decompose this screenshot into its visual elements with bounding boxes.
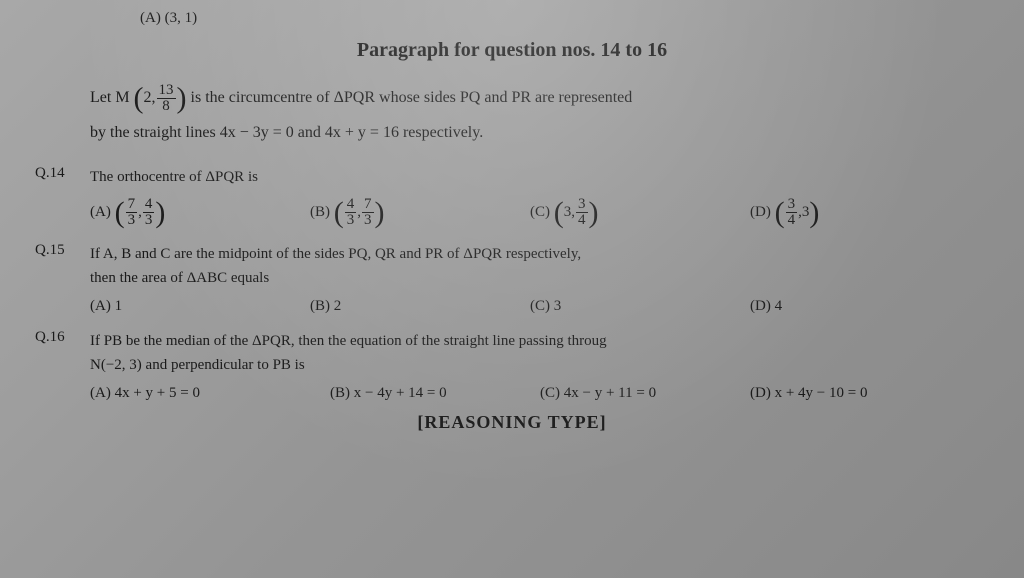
q14-a-label: (A) bbox=[90, 204, 111, 221]
m-y-frac: 138 bbox=[157, 83, 176, 114]
q16-options: (A) 4x + y + 5 = 0 (B) x − 4y + 14 = 0 (… bbox=[90, 385, 994, 402]
q14-a-y: 43 bbox=[143, 197, 155, 228]
den: 3 bbox=[345, 213, 357, 228]
paren-open: ( bbox=[134, 81, 144, 114]
q15-num: Q.15 bbox=[35, 242, 90, 290]
intro-circumcentre: is the circumcentre of ΔPQR whose sides … bbox=[191, 89, 633, 106]
q16-text: If PB be the median of the ΔPQR, then th… bbox=[90, 329, 994, 377]
q16-option-b: (B) x − 4y + 14 = 0 bbox=[330, 385, 540, 402]
q14-b-x: 43 bbox=[345, 197, 357, 228]
intro-line2: by the straight lines 4x − 3y = 0 and 4x… bbox=[90, 124, 483, 141]
q14-d-x: 34 bbox=[786, 197, 798, 228]
q16-option-c: (C) 4x − y + 11 = 0 bbox=[540, 385, 750, 402]
q14-c-y: 34 bbox=[576, 197, 588, 228]
den: 3 bbox=[126, 213, 138, 228]
m-y-den: 8 bbox=[157, 99, 176, 114]
previous-option: (A) (3, 1) bbox=[140, 10, 994, 27]
num: 4 bbox=[345, 197, 357, 213]
q14-c-x: 3 bbox=[564, 204, 572, 221]
q16-option-d: (D) x + 4y − 10 = 0 bbox=[750, 385, 960, 402]
paren-close: ) bbox=[177, 81, 187, 114]
m-x: 2 bbox=[144, 89, 152, 106]
q16-line1: If PB be the median of the ΔPQR, then th… bbox=[90, 333, 607, 349]
q14-option-b: (B) (43,73) bbox=[310, 197, 530, 228]
q14-text: The orthocentre of ΔPQR is bbox=[90, 165, 994, 189]
m-y-num: 13 bbox=[157, 83, 176, 99]
q16-option-a: (A) 4x + y + 5 = 0 bbox=[90, 385, 330, 402]
question-15: Q.15 If A, B and C are the midpoint of t… bbox=[30, 242, 994, 290]
q16-num: Q.16 bbox=[35, 329, 90, 377]
num: 4 bbox=[143, 197, 155, 213]
q14-d-label: (D) bbox=[750, 204, 771, 221]
den: 3 bbox=[143, 213, 155, 228]
q14-b-label: (B) bbox=[310, 204, 330, 221]
q14-options: (A) (73,43) (B) (43,73) (C) (3,34) (D) (… bbox=[90, 197, 994, 228]
q15-option-a: (A) 1 bbox=[90, 298, 310, 315]
intro-let: Let M bbox=[90, 89, 130, 106]
q15-text: If A, B and C are the midpoint of the si… bbox=[90, 242, 994, 290]
q15-option-c: (C) 3 bbox=[530, 298, 750, 315]
q15-line2: then the area of ΔABC equals bbox=[90, 270, 269, 286]
reasoning-heading: [REASONING TYPE] bbox=[30, 412, 994, 433]
q15-option-b: (B) 2 bbox=[310, 298, 530, 315]
q14-num: Q.14 bbox=[35, 165, 90, 189]
den: 3 bbox=[362, 213, 374, 228]
q15-option-d: (D) 4 bbox=[750, 298, 970, 315]
den: 4 bbox=[786, 213, 798, 228]
q14-option-a: (A) (73,43) bbox=[90, 197, 310, 228]
num: 3 bbox=[576, 197, 588, 213]
q14-d-y: 3 bbox=[802, 204, 810, 221]
q14-a-x: 73 bbox=[126, 197, 138, 228]
num: 7 bbox=[126, 197, 138, 213]
q16-line2: N(−2, 3) and perpendicular to PB is bbox=[90, 357, 305, 373]
q15-options: (A) 1 (B) 2 (C) 3 (D) 4 bbox=[90, 298, 994, 315]
q15-line1: If A, B and C are the midpoint of the si… bbox=[90, 246, 581, 262]
q14-option-d: (D) (34,3) bbox=[750, 197, 970, 228]
question-14: Q.14 The orthocentre of ΔPQR is bbox=[30, 165, 994, 189]
num: 7 bbox=[362, 197, 374, 213]
paragraph-intro: Let M (2,138) is the circumcentre of ΔPQ… bbox=[90, 80, 974, 150]
q14-c-label: (C) bbox=[530, 204, 550, 221]
num: 3 bbox=[786, 197, 798, 213]
den: 4 bbox=[576, 213, 588, 228]
q14-option-c: (C) (3,34) bbox=[530, 197, 750, 228]
question-16: Q.16 If PB be the median of the ΔPQR, th… bbox=[30, 329, 994, 377]
q14-b-y: 73 bbox=[362, 197, 374, 228]
paragraph-heading: Paragraph for question nos. 14 to 16 bbox=[30, 39, 994, 62]
